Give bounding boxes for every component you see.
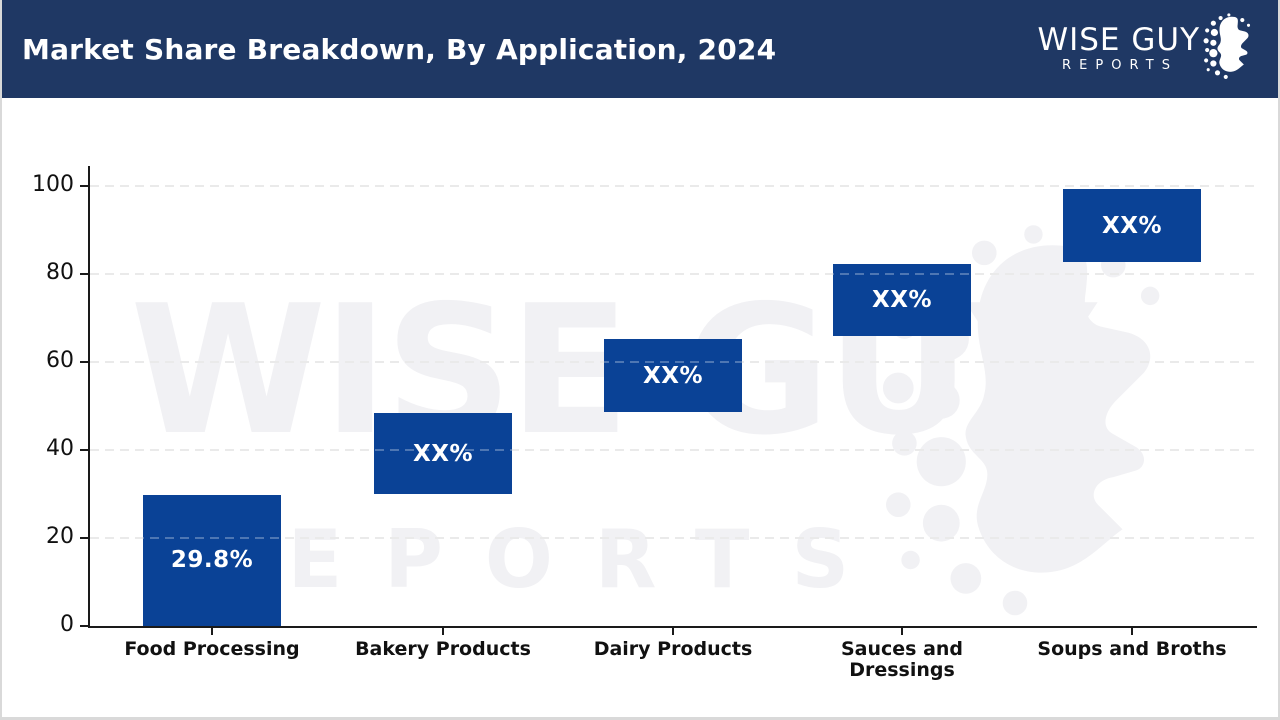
x-category-label: Dairy Products: [593, 638, 753, 660]
x-tick: [442, 628, 444, 635]
x-tick: [672, 628, 674, 635]
y-tick: [80, 185, 88, 187]
x-category-label: Sauces and Dressings: [840, 638, 964, 681]
x-category-label: Food Processing: [124, 638, 300, 660]
wise-guy-logo: WISE GUY REPORTS: [1037, 4, 1264, 92]
bar-soups-and-broths: XX%: [1063, 189, 1201, 263]
gridline: [90, 185, 1255, 187]
y-tick-label: 0: [60, 612, 74, 637]
y-tick-label: 60: [46, 348, 74, 373]
x-category-label: Bakery Products: [355, 638, 531, 660]
logo-wordmark: WISE GUY: [1037, 22, 1200, 59]
y-tick-label: 80: [46, 260, 74, 285]
bar-value-label: 29.8%: [170, 547, 254, 574]
y-tick: [80, 361, 88, 363]
x-category-label: Soups and Broths: [1037, 638, 1227, 660]
bar-value-label: XX%: [1101, 212, 1162, 239]
gridline: [90, 449, 1255, 451]
gridline: [90, 537, 1255, 539]
bar-dairy-products: XX%: [604, 339, 742, 413]
gridline: [90, 273, 1255, 275]
y-tick: [80, 273, 88, 275]
gridline-overlay: [90, 449, 1255, 451]
logo-subtitle: REPORTS: [1062, 57, 1179, 73]
page-title: Market Share Breakdown, By Application, …: [22, 32, 777, 66]
y-axis-spine: [88, 166, 90, 628]
x-tick: [901, 628, 903, 635]
y-tick: [80, 449, 88, 451]
bar-value-label: XX%: [642, 362, 703, 389]
x-tick: [211, 628, 213, 635]
bar-bakery-products: XX%: [374, 413, 512, 495]
gridline-overlay: [90, 273, 1255, 275]
x-axis-spine: [88, 626, 1257, 628]
y-tick: [80, 537, 88, 539]
header: Market Share Breakdown, By Application, …: [2, 0, 1278, 98]
y-tick-label: 40: [46, 436, 74, 461]
y-tick-label: 20: [46, 524, 74, 549]
y-tick-label: 100: [32, 172, 74, 197]
gridline-overlay: [90, 185, 1255, 187]
gridline-overlay: [90, 537, 1255, 539]
bar-value-label: XX%: [412, 440, 473, 467]
x-tick: [1131, 628, 1133, 635]
gridline-overlay: [90, 361, 1255, 363]
y-tick: [80, 625, 88, 627]
bar-food-processing: 29.8%: [143, 494, 281, 626]
bar-value-label: XX%: [871, 286, 932, 313]
